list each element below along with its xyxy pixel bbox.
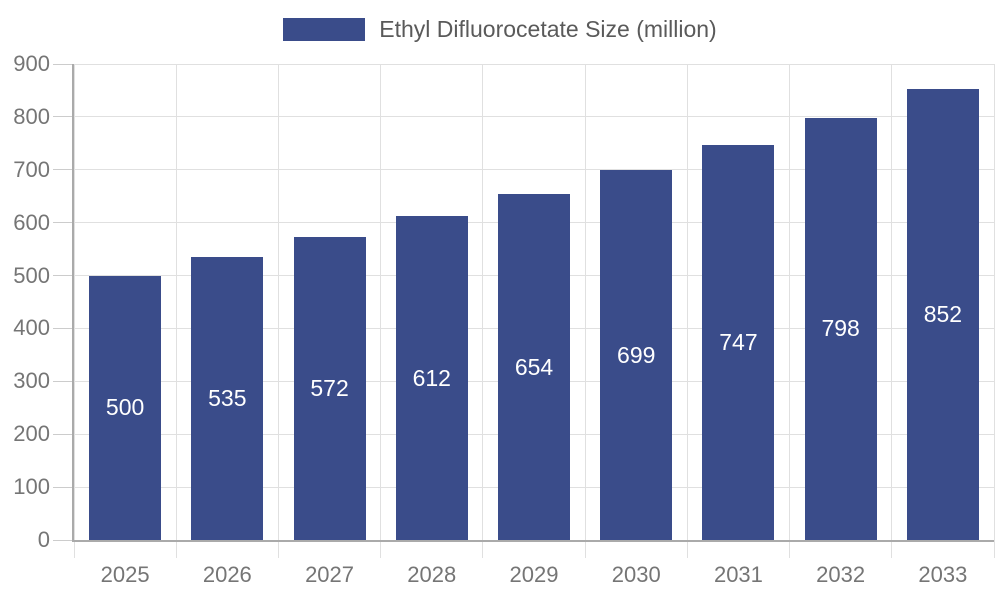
y-axis-tick — [53, 327, 73, 329]
bar[interactable]: 572 — [293, 237, 366, 540]
legend: Ethyl Difluorocetate Size (million) — [0, 16, 1000, 43]
y-axis-label: 800 — [13, 103, 50, 129]
x-axis-label: 2027 — [305, 562, 355, 587]
x-axis-label: 2026 — [202, 562, 252, 587]
y-gridline — [74, 63, 994, 65]
x-axis-tick — [73, 540, 75, 558]
x-axis-tick — [789, 540, 791, 558]
x-gridline — [73, 64, 75, 540]
bar[interactable]: 747 — [702, 144, 775, 540]
y-axis-tick — [53, 380, 73, 382]
x-gridline — [789, 64, 791, 540]
x-axis-tick — [277, 540, 279, 558]
x-gridline — [380, 64, 382, 540]
y-axis-tick — [53, 222, 73, 224]
y-axis-tick — [53, 116, 73, 118]
bar[interactable]: 612 — [395, 216, 468, 540]
x-axis-label: 2031 — [713, 562, 763, 587]
bar[interactable]: 535 — [191, 257, 264, 540]
y-axis-tick — [53, 169, 73, 171]
bar-value-label: 747 — [719, 328, 758, 355]
bar[interactable]: 852 — [906, 89, 979, 540]
x-axis-label: 2030 — [611, 562, 661, 587]
y-axis-tick — [53, 275, 73, 277]
bar[interactable]: 699 — [600, 170, 673, 540]
x-gridline — [686, 64, 688, 540]
x-axis-label: 2025 — [100, 562, 150, 587]
x-axis-tick — [584, 540, 586, 558]
x-axis-line — [72, 540, 994, 542]
bar[interactable]: 500 — [89, 275, 162, 540]
bar[interactable]: 654 — [498, 194, 570, 540]
y-axis-line — [72, 64, 74, 540]
y-axis-label: 0 — [37, 527, 50, 552]
x-gridline — [175, 64, 177, 540]
x-axis-label: 2032 — [816, 562, 866, 587]
bar-value-label: 654 — [514, 353, 554, 380]
x-gridline — [482, 64, 484, 540]
y-axis-label: 200 — [13, 421, 50, 447]
y-axis-label: 300 — [13, 368, 50, 394]
x-axis-tick — [380, 540, 382, 558]
bar-value-label: 500 — [105, 394, 145, 421]
bar-value-label: 852 — [923, 301, 963, 328]
y-axis-label: 500 — [13, 262, 50, 288]
x-gridline — [891, 64, 893, 540]
legend-item[interactable]: Ethyl Difluorocetate Size (million) — [283, 16, 717, 43]
y-axis-tick — [53, 539, 73, 541]
x-axis-tick — [482, 540, 484, 558]
y-axis-tick — [53, 486, 73, 488]
y-gridline — [74, 116, 994, 118]
bar-value-label: 798 — [821, 315, 860, 342]
x-axis-tick — [891, 540, 893, 558]
x-axis-label: 2029 — [509, 562, 559, 587]
x-gridline — [277, 64, 279, 540]
x-gridline — [993, 64, 995, 540]
bar-value-label: 699 — [617, 341, 656, 368]
y-axis-label: 700 — [13, 156, 50, 182]
y-axis-tick — [53, 433, 73, 435]
y-gridline — [74, 169, 994, 171]
x-gridline — [584, 64, 586, 540]
legend-swatch — [283, 18, 366, 41]
x-axis-tick — [993, 540, 995, 558]
y-axis-label: 400 — [13, 315, 50, 341]
bar-value-label: 612 — [412, 364, 451, 391]
y-axis-label: 600 — [13, 209, 50, 235]
x-axis-label: 2028 — [407, 562, 457, 587]
y-axis-label: 100 — [13, 474, 50, 500]
legend-label: Ethyl Difluorocetate Size (million) — [379, 16, 717, 42]
y-axis-tick — [53, 63, 73, 65]
x-axis-tick — [175, 540, 177, 558]
bar[interactable]: 798 — [804, 117, 877, 540]
y-axis-label: 900 — [13, 51, 50, 76]
bar-value-label: 572 — [310, 375, 349, 402]
bar-value-label: 535 — [208, 385, 247, 411]
x-axis-label: 2033 — [918, 562, 968, 587]
x-axis-tick — [686, 540, 688, 558]
